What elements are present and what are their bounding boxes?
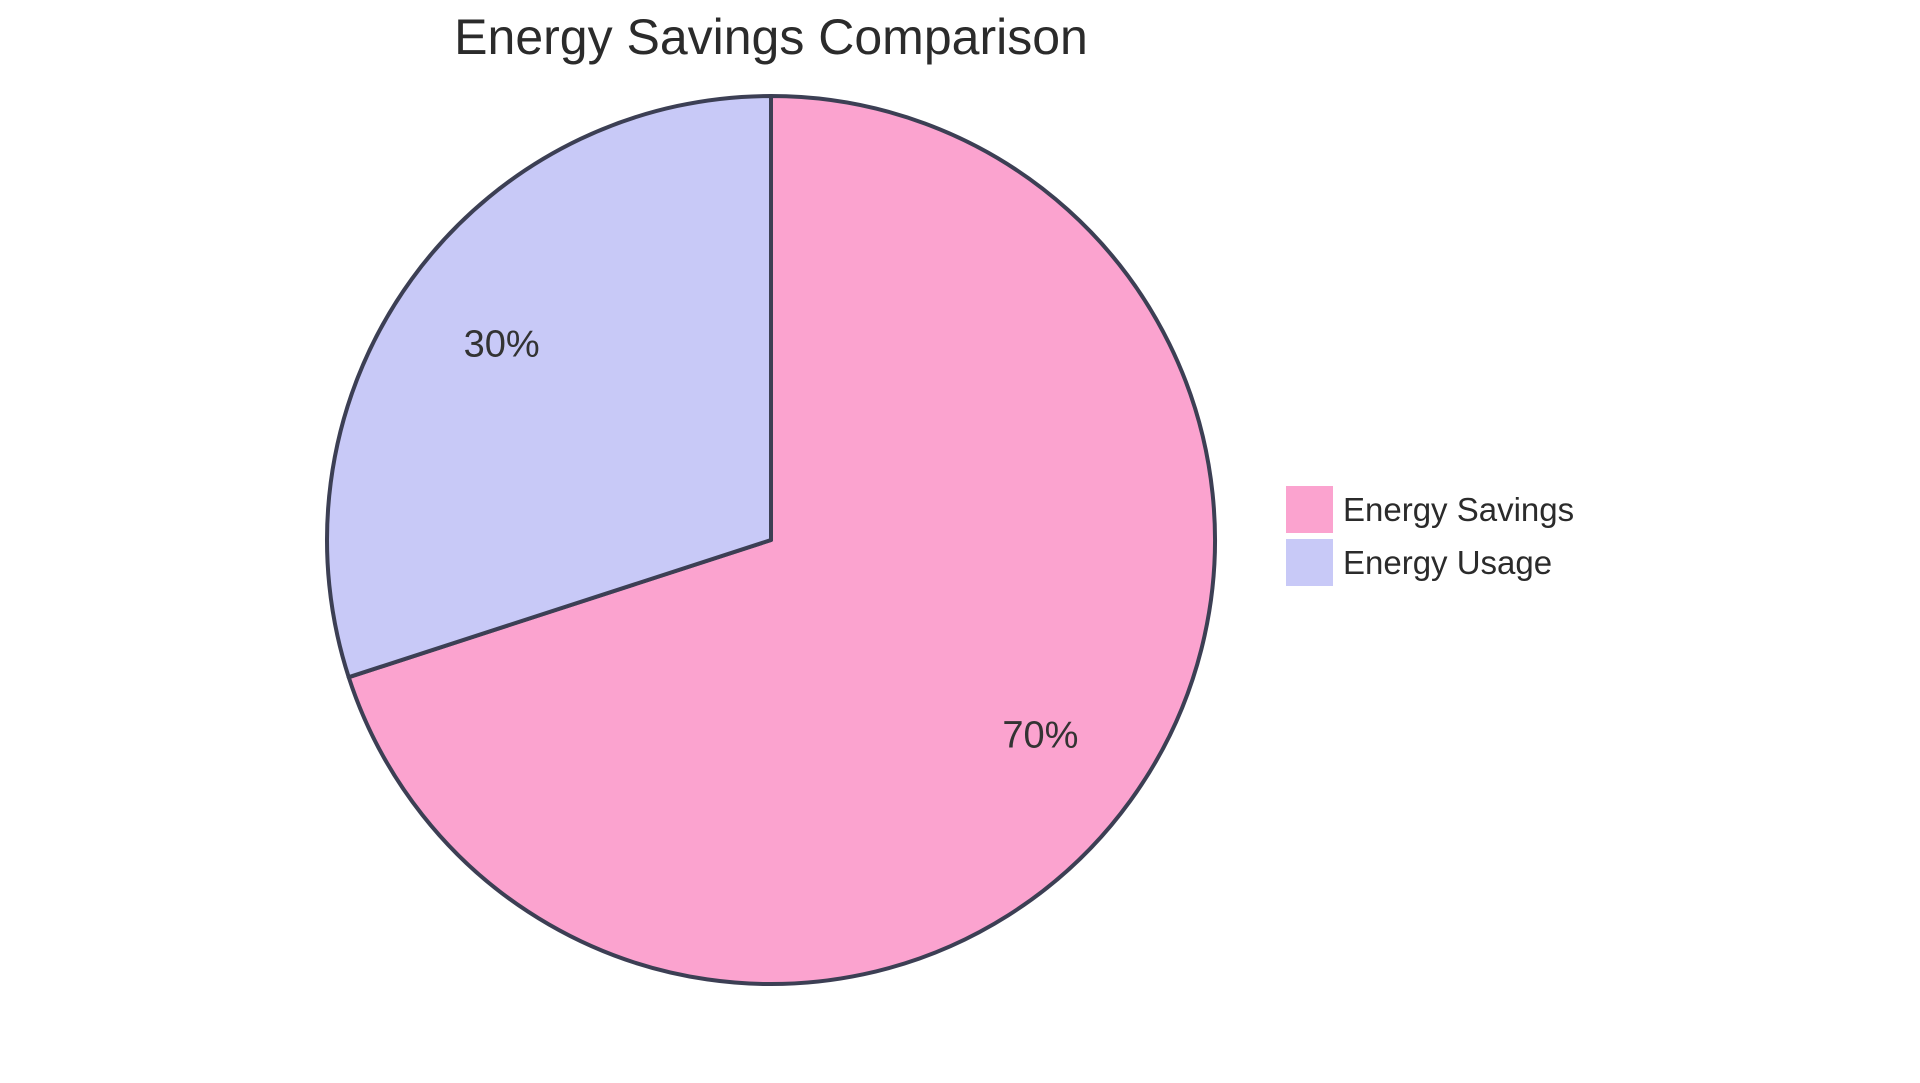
chart-title: Energy Savings Comparison xyxy=(454,9,1088,65)
slice-value-label-energy-usage: 30% xyxy=(464,323,540,365)
legend-swatch-energy-usage xyxy=(1286,539,1333,586)
legend-item-energy-usage[interactable]: Energy Usage xyxy=(1286,539,1574,586)
pie-slice-energy-usage xyxy=(325,94,773,680)
legend: Energy Savings Energy Usage xyxy=(1286,486,1574,586)
pie-slice-energy-savings xyxy=(346,94,1217,986)
legend-label-energy-usage: Energy Usage xyxy=(1343,543,1553,581)
slice-value-label-energy-savings: 70% xyxy=(1002,715,1078,757)
legend-item-energy-savings[interactable]: Energy Savings xyxy=(1286,486,1574,533)
legend-label-energy-savings: Energy Savings xyxy=(1343,490,1575,528)
legend-swatch-energy-savings xyxy=(1286,486,1333,533)
